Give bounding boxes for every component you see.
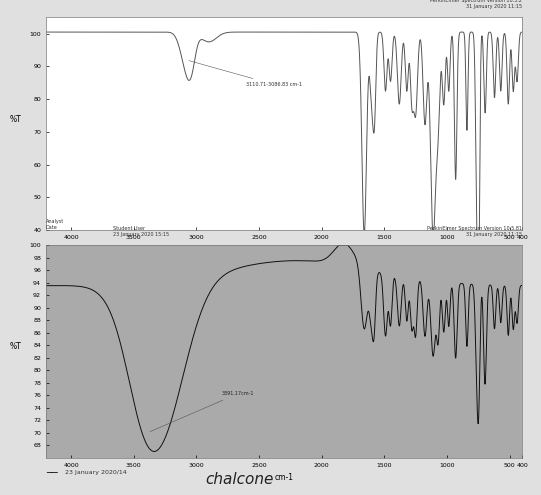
Text: 3110.71-3086.83 cm-1: 3110.71-3086.83 cm-1 bbox=[189, 61, 302, 87]
Text: ──: ── bbox=[46, 468, 58, 478]
Text: 3391.17cm-1: 3391.17cm-1 bbox=[150, 391, 254, 432]
Y-axis label: %T: %T bbox=[10, 115, 22, 124]
Text: chalcone: chalcone bbox=[206, 472, 274, 487]
X-axis label: cm-1: cm-1 bbox=[274, 246, 294, 254]
Text: Student User
23 January 2020 15:15: Student User 23 January 2020 15:15 bbox=[113, 226, 169, 237]
Y-axis label: %T: %T bbox=[10, 343, 22, 351]
Text: PerkinElmer Spectrum Version 10.5.2
31 January 2020 11:15: PerkinElmer Spectrum Version 10.5.2 31 J… bbox=[430, 0, 522, 9]
Text: 23 January 2020/14: 23 January 2020/14 bbox=[65, 470, 127, 475]
Text: Analyst
Date: Analyst Date bbox=[46, 219, 64, 230]
X-axis label: cm-1: cm-1 bbox=[274, 473, 294, 482]
Text: PerkinElmer Spectrum Version 10.5.81
31 January 2020 11:15: PerkinElmer Spectrum Version 10.5.81 31 … bbox=[427, 226, 522, 237]
